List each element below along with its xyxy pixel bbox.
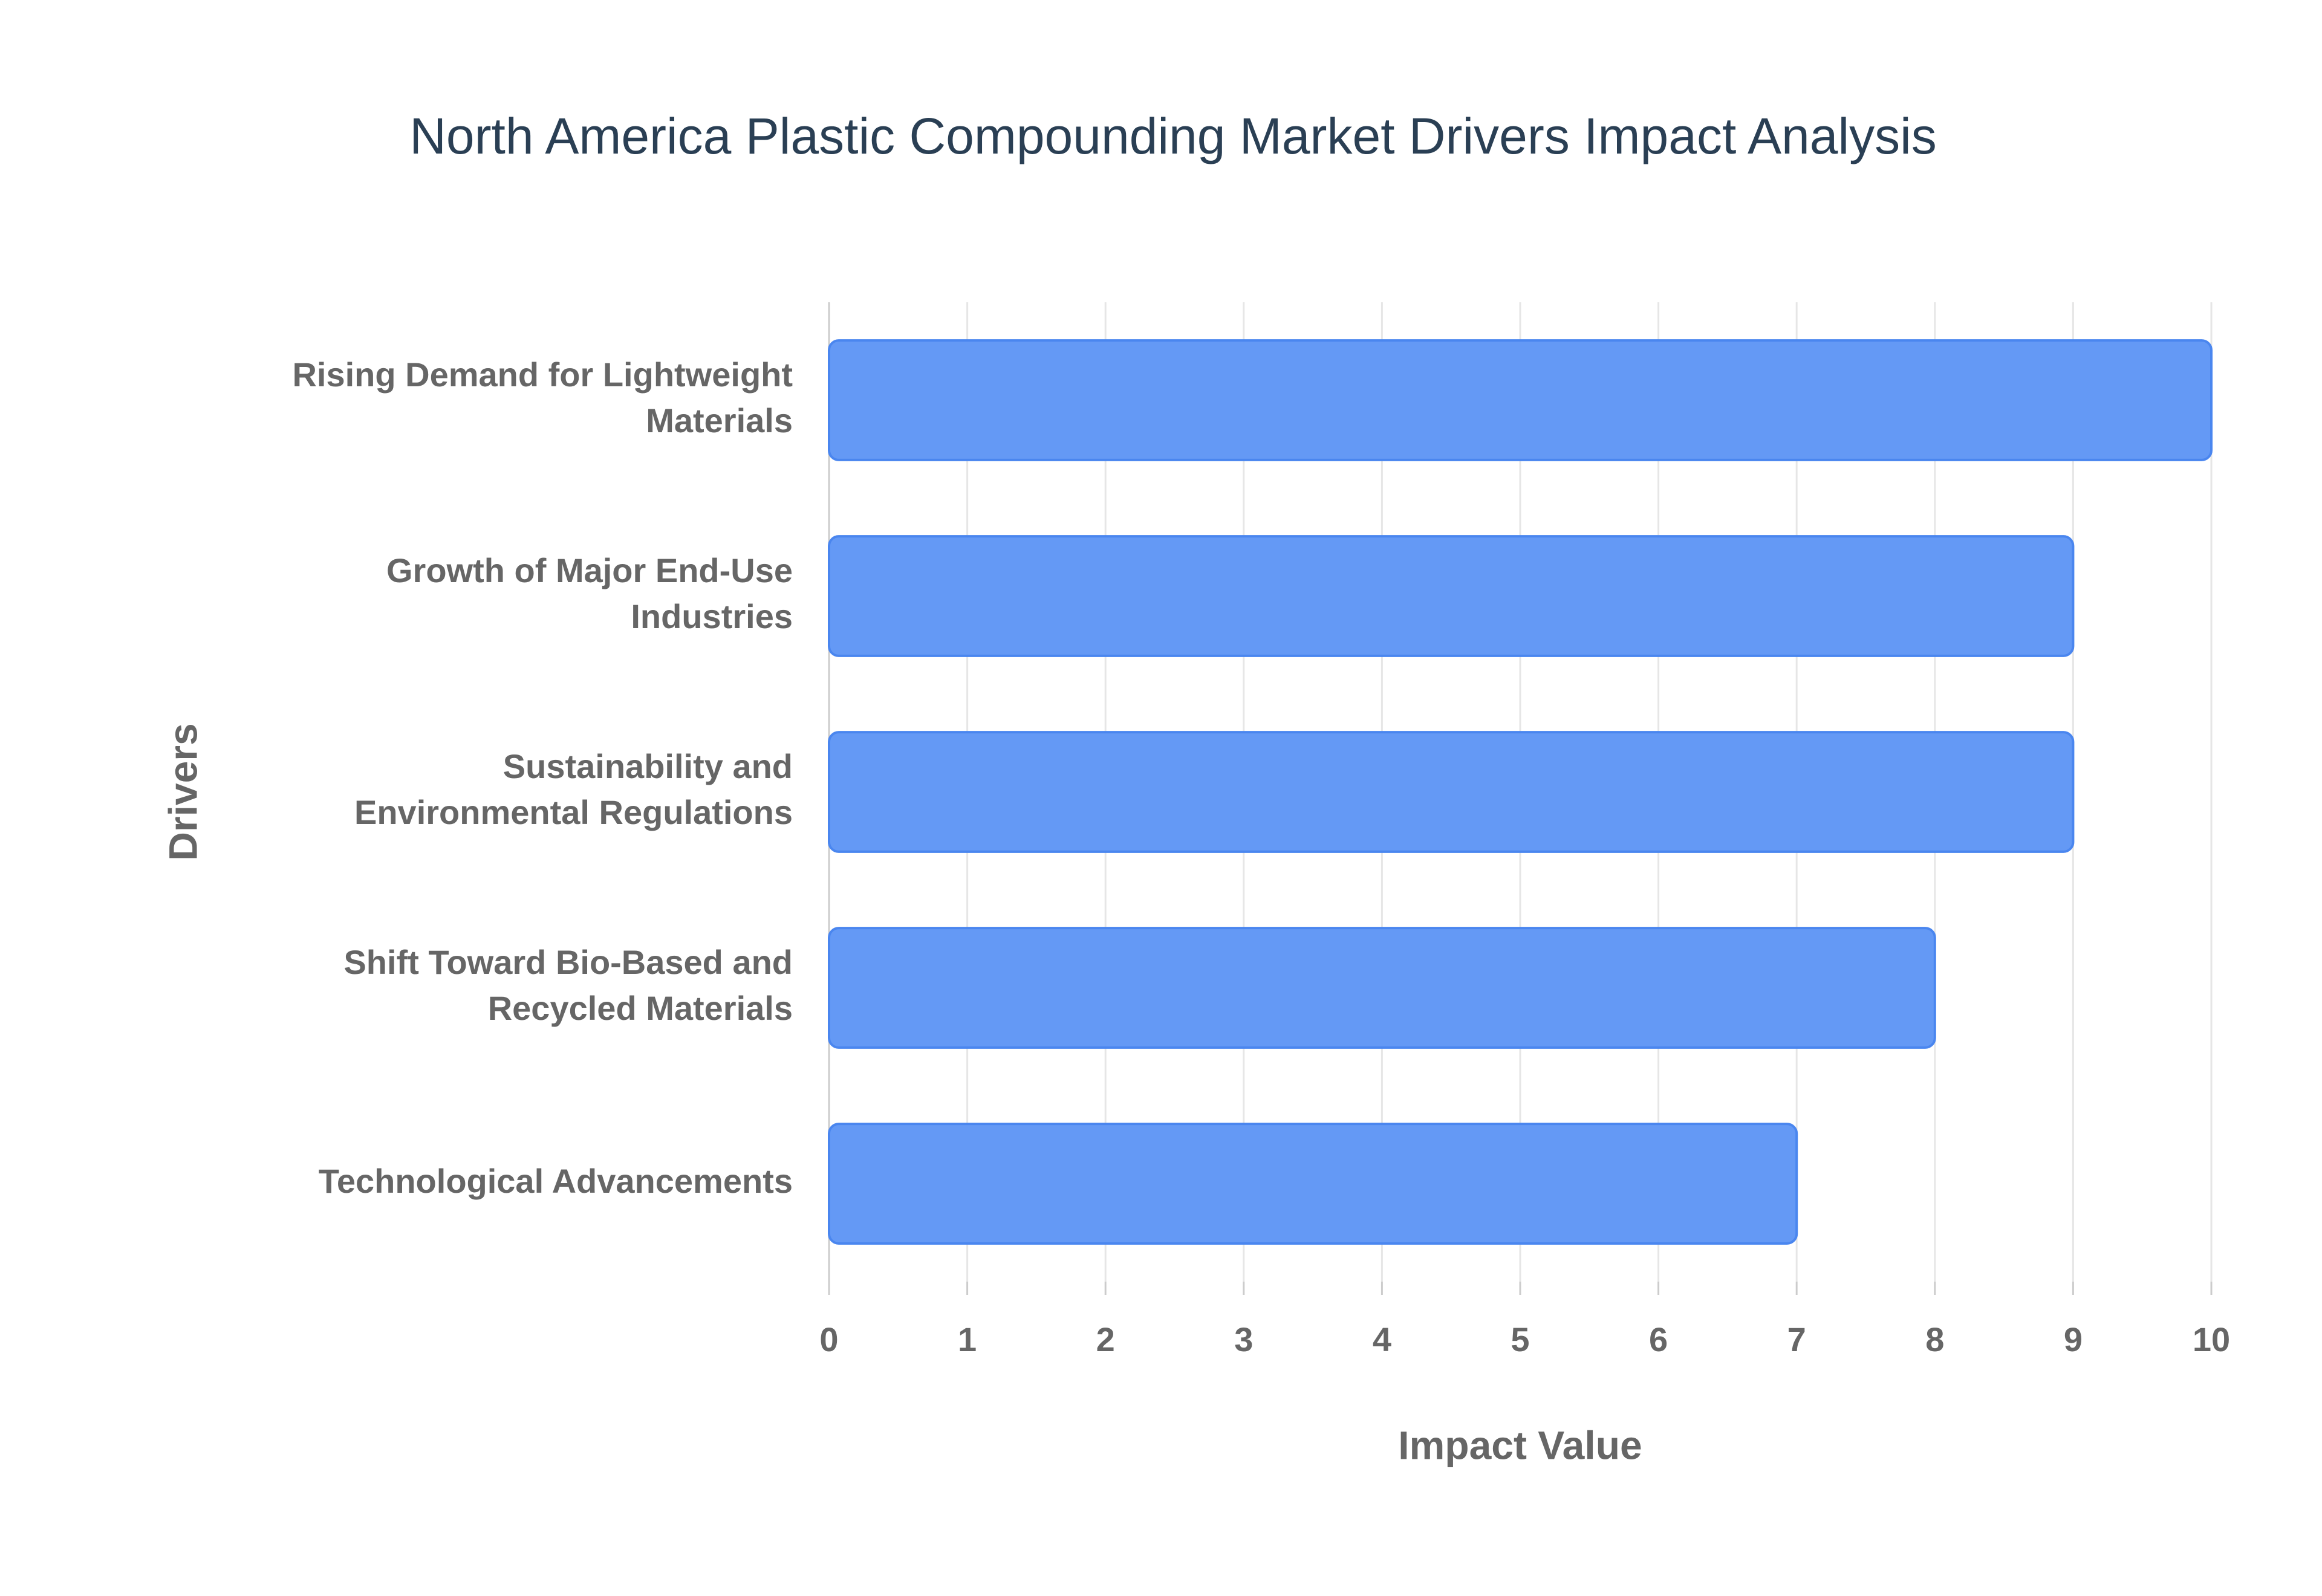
y-tick-label: Rising Demand for Lightweight Materials <box>292 355 793 440</box>
x-tick-label: 5 <box>1511 1320 1529 1358</box>
bar <box>828 339 2213 461</box>
x-tick-label: 3 <box>1234 1320 1253 1358</box>
y-tick-label: Technological Advancements <box>319 1162 793 1200</box>
x-tick-label: 9 <box>2064 1320 2083 1358</box>
x-tick-label: 6 <box>1649 1320 1668 1358</box>
y-tick-label: Shift Toward Bio-Based and Recycled Mater… <box>343 943 793 1027</box>
chart-title: North America Plastic Compounding Market… <box>409 108 1937 164</box>
bar <box>828 731 2075 853</box>
bar <box>828 535 2075 657</box>
x-tick-label: 1 <box>958 1320 977 1358</box>
x-tick-label: 0 <box>819 1320 838 1358</box>
x-axis-title: Impact Value <box>1398 1422 1642 1467</box>
x-tick-label: 7 <box>1787 1320 1806 1358</box>
y-tick-label: Sustainability and Environmental Regulati… <box>354 747 793 831</box>
bar <box>828 927 1936 1049</box>
y-axis-title: Drivers <box>160 723 205 861</box>
x-tick-label: 8 <box>1925 1320 1944 1358</box>
bar <box>828 1123 1798 1245</box>
x-tick-label: 2 <box>1096 1320 1115 1358</box>
x-tick-label: 10 <box>2193 1320 2230 1358</box>
y-tick-label: Growth of Major End-Use Industries <box>386 551 793 635</box>
x-tick-label: 4 <box>1373 1320 1391 1358</box>
